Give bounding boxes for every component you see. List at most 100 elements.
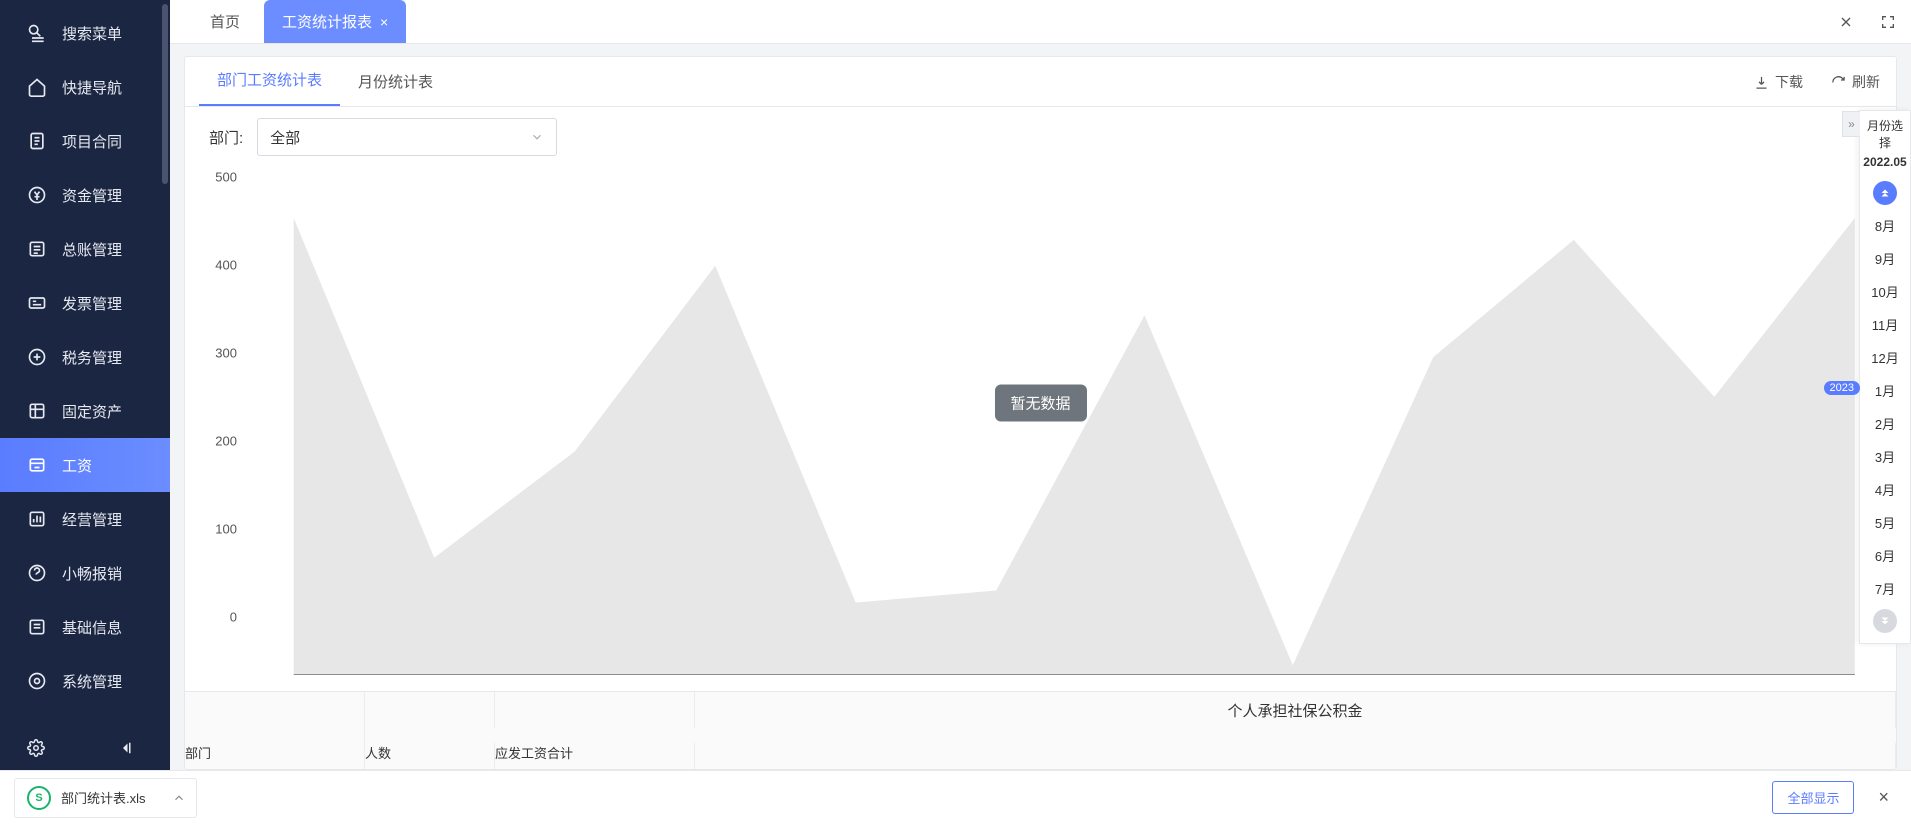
y-tick: 100 [215, 522, 237, 537]
sidebar-item-search-list[interactable]: 搜索菜单 [0, 6, 170, 60]
sidebar-item-label: 项目合同 [62, 131, 122, 152]
doc-icon [26, 130, 48, 152]
month-panel-title: 月份选择 [1860, 111, 1910, 151]
salary-icon [26, 454, 48, 476]
sidebar-item-label: 税务管理 [62, 347, 122, 368]
sidebar-item-info[interactable]: 基础信息 [0, 600, 170, 654]
data-table-header: 个人承担社保公积金 部门 人数 应发工资合计 [185, 691, 1896, 769]
tax-icon [26, 346, 48, 368]
month-item[interactable]: 3月 [1860, 440, 1910, 473]
filter-row: 部门: 全部 [185, 107, 1896, 167]
tab-salary-report[interactable]: 工资统计报表 × [264, 0, 406, 43]
expense-icon [26, 562, 48, 584]
month-item[interactable]: 1月2023 [1860, 374, 1910, 407]
sidebar-item-ledger[interactable]: 总账管理 [0, 222, 170, 276]
search-list-icon [26, 22, 48, 44]
download-label: 下载 [1775, 72, 1803, 92]
month-item[interactable]: 11月 [1860, 308, 1910, 341]
th-group-social: 个人承担社保公积金 [695, 692, 1896, 728]
sidebar-item-label: 经营管理 [62, 509, 122, 530]
content-panel: 部门工资统计表 月份统计表 下载 刷新 部门: 全部 [184, 56, 1897, 770]
month-item[interactable]: 2月 [1860, 407, 1910, 440]
asset-icon [26, 400, 48, 422]
th-count: 人数 [365, 743, 495, 769]
mgmt-icon [26, 508, 48, 530]
chart-area: 0100200300400500 暂无数据 [185, 167, 1896, 691]
tab-close-icon[interactable]: × [380, 14, 388, 30]
month-item[interactable]: 6月 [1860, 539, 1910, 572]
sidebar-item-mgmt[interactable]: 经营管理 [0, 492, 170, 546]
page-tabbar: 首页 工资统计报表 × [170, 0, 1911, 44]
chevron-up-icon[interactable] [172, 791, 186, 805]
home-icon [26, 76, 48, 98]
settings-gear-icon[interactable] [26, 738, 46, 758]
collapse-sidebar-icon[interactable] [116, 738, 136, 758]
th-dept: 部门 [185, 743, 365, 769]
info-icon [26, 616, 48, 638]
sidebar-item-label: 快捷导航 [62, 77, 122, 98]
sidebar-item-label: 总账管理 [62, 239, 122, 260]
tabbar-close-button[interactable] [1831, 7, 1861, 37]
sidebar-item-label: 资金管理 [62, 185, 122, 206]
y-tick: 300 [215, 346, 237, 361]
month-item[interactable]: 5月 [1860, 506, 1910, 539]
month-item[interactable]: 9月 [1860, 242, 1910, 275]
sidebar-item-money[interactable]: 资金管理 [0, 168, 170, 222]
sidebar-item-tax[interactable]: 税务管理 [0, 330, 170, 384]
download-bar-close-button[interactable]: × [1870, 783, 1897, 812]
sidebar: 搜索菜单快捷导航项目合同资金管理总账管理发票管理税务管理固定资产工资经营管理小畅… [0, 0, 170, 770]
refresh-button[interactable]: 刷新 [1831, 72, 1880, 92]
panel-tab-dept[interactable]: 部门工资统计表 [199, 56, 340, 106]
month-panel-collapse-button[interactable]: » [1842, 111, 1860, 137]
system-icon [26, 670, 48, 692]
tabbar-fullscreen-button[interactable] [1873, 7, 1903, 37]
refresh-label: 刷新 [1852, 72, 1880, 92]
refresh-icon [1831, 75, 1846, 90]
sidebar-item-expense[interactable]: 小畅报销 [0, 546, 170, 600]
panel-tab-month[interactable]: 月份统计表 [340, 57, 451, 106]
main-area: 首页 工资统计报表 × 部门工资统计表 月份统计表 [170, 0, 1911, 770]
sidebar-item-system[interactable]: 系统管理 [0, 654, 170, 708]
show-all-button[interactable]: 全部显示 [1772, 781, 1854, 814]
month-item[interactable]: 10月 [1860, 275, 1910, 308]
year-tag: 2023 [1824, 381, 1860, 395]
sidebar-item-salary[interactable]: 工资 [0, 438, 170, 492]
sidebar-item-home[interactable]: 快捷导航 [0, 60, 170, 114]
month-item[interactable]: 4月 [1860, 473, 1910, 506]
panel-tab-month-label: 月份统计表 [358, 74, 433, 91]
downloaded-file[interactable]: S 部门统计表.xls [14, 778, 197, 818]
month-scroll-down-button[interactable] [1873, 609, 1897, 633]
dept-select[interactable]: 全部 [257, 118, 557, 156]
y-tick: 500 [215, 170, 237, 185]
month-item[interactable]: 12月 [1860, 341, 1910, 374]
invoice-icon [26, 292, 48, 314]
sidebar-item-label: 小畅报销 [62, 563, 122, 584]
show-all-label: 全部显示 [1787, 791, 1839, 806]
sidebar-item-label: 发票管理 [62, 293, 122, 314]
panel-tab-dept-label: 部门工资统计表 [217, 72, 322, 89]
sidebar-item-asset[interactable]: 固定资产 [0, 384, 170, 438]
sidebar-item-label: 系统管理 [62, 671, 122, 692]
money-icon [26, 184, 48, 206]
tab-home-label: 首页 [210, 11, 240, 32]
chart-area-fill [294, 218, 1855, 675]
panel-tabs: 部门工资统计表 月份统计表 下载 刷新 [185, 57, 1896, 107]
month-item[interactable]: 8月 [1860, 209, 1910, 242]
month-scroll-up-button[interactable] [1873, 181, 1897, 205]
downloaded-file-name: 部门统计表.xls [61, 788, 146, 807]
y-tick: 200 [215, 434, 237, 449]
xls-file-icon: S [27, 786, 51, 810]
sidebar-item-invoice[interactable]: 发票管理 [0, 276, 170, 330]
sidebar-item-label: 基础信息 [62, 617, 122, 638]
no-data-badge: 暂无数据 [994, 384, 1086, 421]
chevron-down-icon [530, 130, 544, 144]
month-item[interactable]: 7月 [1860, 572, 1910, 605]
sidebar-item-doc[interactable]: 项目合同 [0, 114, 170, 168]
download-button[interactable]: 下载 [1754, 72, 1803, 92]
sidebar-scrollbar[interactable] [162, 4, 168, 184]
ledger-icon [26, 238, 48, 260]
tab-home[interactable]: 首页 [192, 0, 258, 43]
sidebar-item-label: 固定资产 [62, 401, 122, 422]
sidebar-item-label: 工资 [62, 455, 92, 476]
th-total: 应发工资合计 [495, 743, 695, 769]
